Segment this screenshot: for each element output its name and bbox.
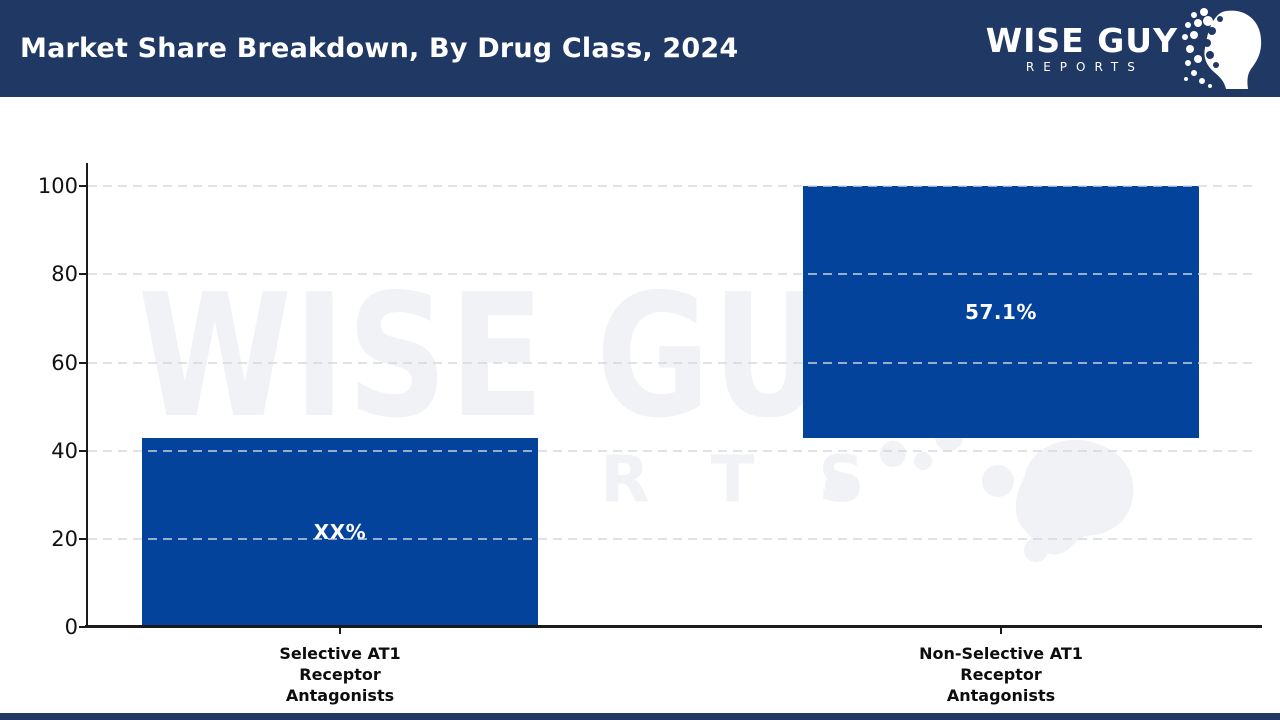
logo-wordmark: WISE GUY bbox=[985, 21, 1178, 60]
gridline-y-80 bbox=[88, 273, 1256, 276]
y-axis-tick bbox=[79, 361, 87, 364]
y-axis-spine bbox=[86, 163, 88, 628]
wise-guy-reports-logo: WISE GUY REPORTS bbox=[986, 6, 1266, 92]
header-bar: Market Share Breakdown, By Drug Class, 2… bbox=[0, 0, 1280, 97]
bar-value-label: 57.1% bbox=[965, 300, 1037, 325]
bar-segment: 57.1% bbox=[803, 186, 1199, 438]
y-axis-tick bbox=[79, 537, 87, 540]
y-axis-tick bbox=[79, 273, 87, 276]
watermark-face-dots-icon bbox=[825, 423, 1134, 562]
footer-bar bbox=[0, 713, 1280, 720]
watermark-wordmark: WISE GUY bbox=[138, 258, 930, 456]
x-axis-category-label: Selective AT1 Receptor Antagonists bbox=[279, 644, 401, 705]
y-axis-tick-label: 40 bbox=[51, 438, 78, 463]
gridline-y-20 bbox=[88, 537, 1256, 540]
x-axis-category-label: Non-Selective AT1 Receptor Antagonists bbox=[919, 644, 1083, 705]
head-profile-icon bbox=[1182, 8, 1262, 90]
y-axis-tick-label: 80 bbox=[51, 262, 78, 287]
chart: XX% Selective AT1 Receptor Antagonists 57.… bbox=[0, 97, 1280, 713]
y-axis-tick-label: 100 bbox=[37, 174, 78, 199]
x-axis-tick bbox=[1000, 628, 1002, 634]
y-axis-tick bbox=[79, 449, 87, 452]
logo-subtitle: REPORTS bbox=[1025, 60, 1144, 74]
y-axis-tick bbox=[79, 626, 87, 628]
logo-text: WISE GUY REPORTS bbox=[985, 21, 1178, 75]
gridline-y-60 bbox=[88, 361, 1256, 364]
x-axis-tick bbox=[339, 628, 341, 634]
bar-value-label: XX% bbox=[313, 520, 367, 545]
y-axis-tick-label: 0 bbox=[64, 615, 78, 639]
y-axis-tick-label: 20 bbox=[51, 526, 78, 551]
y-axis-tick-label: 60 bbox=[51, 350, 78, 375]
page-title: Market Share Breakdown, By Drug Class, 2… bbox=[20, 33, 739, 64]
gridline-y-100 bbox=[88, 185, 1256, 188]
y-axis-tick bbox=[79, 185, 87, 188]
gridline-y-40 bbox=[88, 449, 1256, 452]
x-axis-spine bbox=[85, 625, 1262, 628]
bar-segment: XX% bbox=[142, 437, 538, 627]
